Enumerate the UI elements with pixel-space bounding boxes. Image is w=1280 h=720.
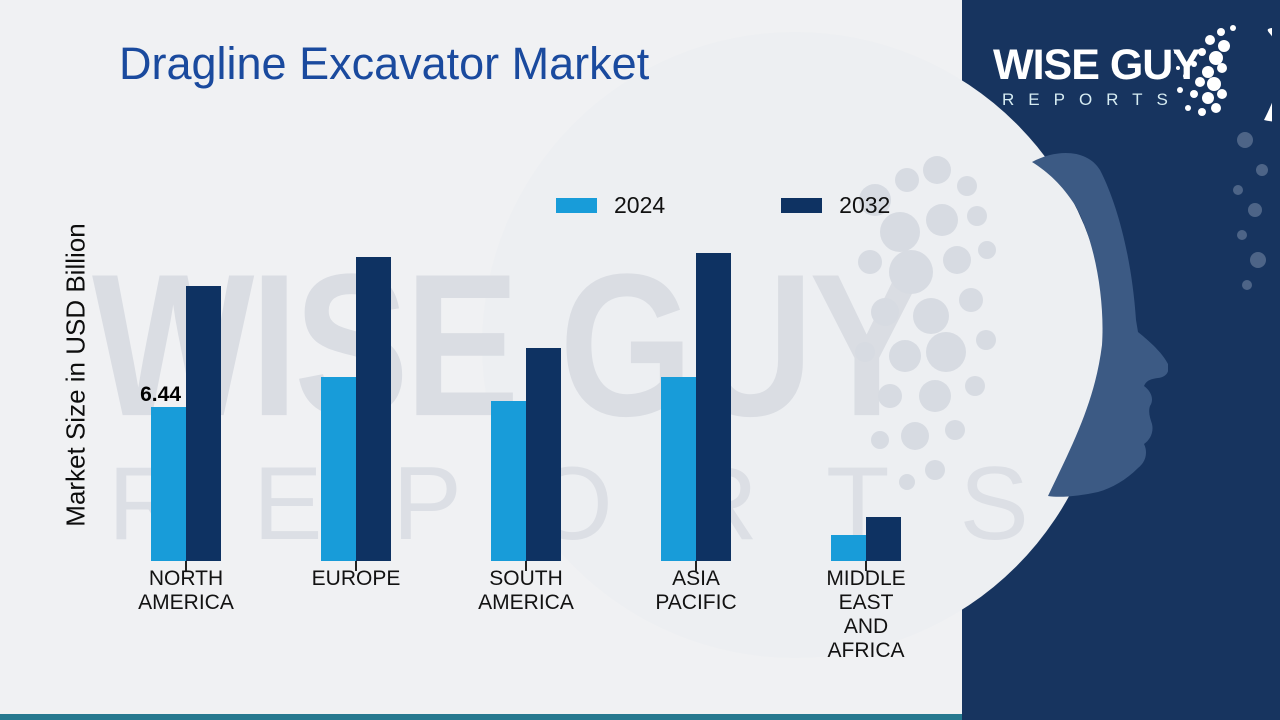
brand-logo-subname: REPORTS (1002, 90, 1182, 109)
x-axis-tick-north-america (185, 561, 187, 571)
bar-2032-south-america (526, 348, 561, 561)
page-title: Dragline Excavator Market (119, 38, 650, 89)
bar-2024-asia-pacific (661, 376, 696, 561)
chart-legend: 2024 2032 (556, 192, 890, 219)
bar-2032-middle-east-and-africa (866, 516, 901, 561)
x-axis-label-south-america: SOUTH AMERICA (478, 567, 574, 614)
bar-2032-europe (356, 257, 391, 561)
bottom-accent-strip (0, 714, 962, 720)
bar-2024-middle-east-and-africa (831, 534, 866, 561)
x-axis-label-asia-pacific: ASIA PACIFIC (655, 567, 737, 614)
background-face-silhouette-icon (1032, 153, 1168, 497)
brand-logo-name: WISE GUY (993, 41, 1201, 89)
x-axis-label-europe: EUROPE (311, 567, 401, 590)
x-axis-label-middle-east-and-africa: MIDDLE EAST AND AFRICA (826, 567, 906, 662)
x-axis-tick-middle-east-and-africa (865, 561, 867, 571)
background-circle (482, 32, 1108, 658)
legend-item-2032: 2032 (781, 192, 890, 219)
bar-2032-north-america (186, 286, 221, 561)
bar-2024-south-america (491, 400, 526, 561)
bar-2032-asia-pacific (696, 252, 731, 561)
legend-label-2032: 2032 (839, 192, 891, 218)
x-axis-tick-asia-pacific (695, 561, 697, 571)
brand-logo-face-icon (1174, 25, 1272, 122)
panel-edge-dots-icon (1233, 132, 1268, 290)
legend-swatch-2024 (556, 198, 597, 213)
y-axis-title: Market Size in USD Billion (60, 223, 91, 527)
bar-value-label-north-america: 6.44 (140, 383, 181, 407)
legend-label-2024: 2024 (614, 192, 666, 218)
x-axis-tick-south-america (525, 561, 527, 571)
x-axis-label-north-america: NORTH AMERICA (138, 567, 234, 614)
x-axis-tick-europe (355, 561, 357, 571)
bar-2024-europe (321, 376, 356, 561)
watermark-dots-face-icon (855, 156, 996, 490)
bar-2024-north-america (151, 407, 186, 561)
legend-swatch-2032 (781, 198, 823, 213)
legend-item-2024: 2024 (556, 192, 665, 219)
